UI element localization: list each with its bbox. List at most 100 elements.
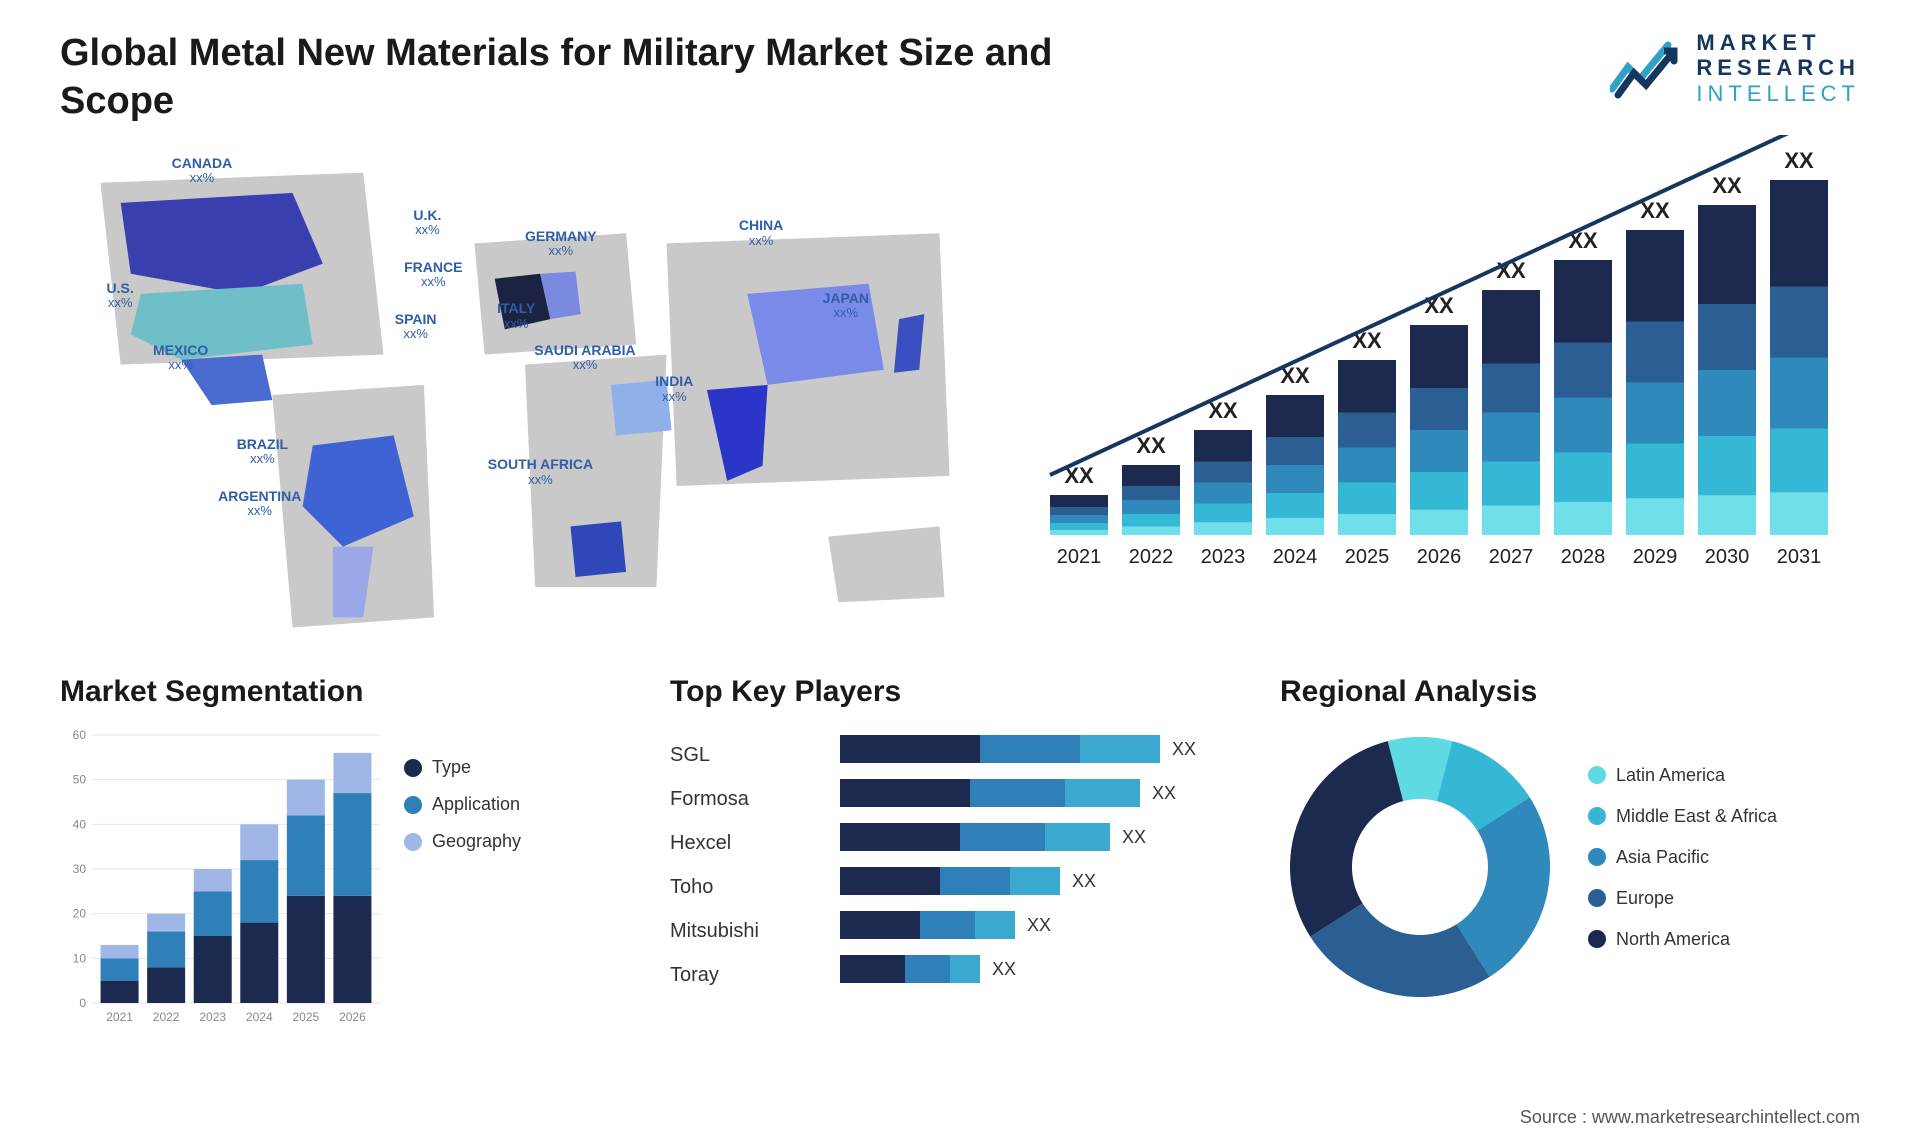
- main-bar-segment: [1770, 429, 1828, 493]
- main-bar-value: XX: [1136, 433, 1166, 458]
- map-label: ARGENTINAxx%: [218, 489, 301, 519]
- main-bar-segment: [1122, 514, 1180, 527]
- main-bar-segment: [1410, 325, 1468, 388]
- legend-label: North America: [1616, 929, 1730, 950]
- logo-line3: INTELLECT: [1696, 81, 1860, 106]
- legend-item: North America: [1588, 929, 1777, 950]
- legend-label: Europe: [1616, 888, 1674, 909]
- key-player-bar-segment: [960, 823, 1045, 851]
- main-bar-segment: [1194, 522, 1252, 535]
- regional-legend: Latin AmericaMiddle East & AfricaAsia Pa…: [1588, 765, 1777, 970]
- main-bar-segment: [1338, 360, 1396, 413]
- map-label: FRANCExx%: [404, 260, 462, 290]
- svg-text:60: 60: [73, 728, 87, 742]
- key-player-bar-segment: [1045, 823, 1110, 851]
- seg-bar-segment: [333, 896, 371, 1003]
- seg-year-label: 2026: [339, 1010, 366, 1024]
- map-label: MEXICOxx%: [153, 343, 208, 373]
- main-bar-segment: [1554, 343, 1612, 398]
- key-player-value: XX: [1027, 915, 1051, 936]
- segmentation-chart: 0102030405060202120222023202420252026: [60, 727, 380, 1027]
- main-bar-segment: [1482, 506, 1540, 535]
- main-bar-segment: [1122, 500, 1180, 514]
- main-bar-segment: [1266, 395, 1324, 437]
- key-player-bar: [840, 911, 1015, 939]
- key-player-bar-segment: [840, 823, 960, 851]
- seg-bar-segment: [194, 936, 232, 1003]
- key-player-row: XX: [840, 727, 1250, 771]
- main-bar-segment: [1554, 453, 1612, 503]
- seg-bar-segment: [287, 780, 325, 816]
- seg-bar-segment: [240, 923, 278, 1003]
- svg-text:50: 50: [73, 773, 87, 787]
- key-player-bar: [840, 867, 1060, 895]
- seg-bar-segment: [147, 932, 185, 968]
- main-bar-year: 2025: [1345, 546, 1390, 568]
- main-bar-segment: [1050, 523, 1108, 530]
- key-player-bar-segment: [970, 779, 1065, 807]
- legend-label: Type: [432, 757, 471, 778]
- segmentation-title: Market Segmentation: [60, 675, 640, 709]
- legend-label: Application: [432, 794, 520, 815]
- main-bar-year: 2023: [1201, 546, 1246, 568]
- key-players-panel: Top Key Players SGLFormosaHexcelTohoMits…: [670, 675, 1250, 1027]
- main-bar-segment: [1410, 388, 1468, 430]
- main-bar-segment: [1626, 498, 1684, 535]
- legend-dot: [1588, 930, 1606, 948]
- seg-year-label: 2025: [293, 1010, 320, 1024]
- logo-icon: [1610, 37, 1682, 99]
- seg-bar-segment: [194, 891, 232, 936]
- seg-bar-segment: [147, 914, 185, 932]
- seg-year-label: 2021: [106, 1010, 133, 1024]
- seg-bar-segment: [333, 793, 371, 896]
- key-player-bar-segment: [840, 867, 940, 895]
- key-player-bar-segment: [950, 955, 980, 983]
- key-player-bar-segment: [1065, 779, 1140, 807]
- main-bar-year: 2024: [1273, 546, 1318, 568]
- main-bar-segment: [1482, 290, 1540, 364]
- map-label: GERMANYxx%: [525, 229, 597, 259]
- key-player-bar: [840, 779, 1140, 807]
- main-bar-year: 2029: [1633, 546, 1678, 568]
- legend-item: Application: [404, 794, 521, 815]
- main-bar-segment: [1554, 398, 1612, 453]
- key-player-bar-segment: [840, 779, 970, 807]
- key-player-row: XX: [840, 815, 1250, 859]
- seg-bar-segment: [240, 860, 278, 923]
- legend-dot: [1588, 889, 1606, 907]
- main-bar-segment: [1194, 504, 1252, 523]
- legend-dot: [404, 833, 422, 851]
- main-bar-segment: [1266, 493, 1324, 518]
- main-bar-segment: [1194, 430, 1252, 462]
- key-player-bar-segment: [840, 911, 920, 939]
- key-player-bar-segment: [840, 735, 980, 763]
- main-bar-segment: [1770, 287, 1828, 358]
- key-player-row: XX: [840, 771, 1250, 815]
- main-bar-year: 2026: [1417, 546, 1462, 568]
- main-bar-segment: [1482, 462, 1540, 506]
- key-player-value: XX: [1172, 739, 1196, 760]
- legend-item: Type: [404, 757, 521, 778]
- main-bar-segment: [1410, 510, 1468, 535]
- main-bar-value: XX: [1712, 173, 1742, 198]
- legend-dot: [1588, 848, 1606, 866]
- map-label: JAPANxx%: [823, 291, 869, 321]
- seg-bar-segment: [240, 824, 278, 860]
- main-bar-year: 2028: [1561, 546, 1606, 568]
- main-bar-segment: [1050, 515, 1108, 523]
- main-bar-segment: [1626, 322, 1684, 383]
- svg-text:30: 30: [73, 862, 87, 876]
- main-bar-segment: [1194, 483, 1252, 504]
- key-player-bar-segment: [1010, 867, 1060, 895]
- key-player-bar-segment: [920, 911, 975, 939]
- main-bar-segment: [1698, 205, 1756, 304]
- legend-item: Europe: [1588, 888, 1777, 909]
- main-bar-segment: [1122, 527, 1180, 535]
- key-player-bar-segment: [975, 911, 1015, 939]
- seg-bar-segment: [287, 815, 325, 895]
- main-bar-segment: [1122, 465, 1180, 486]
- key-player-bar-segment: [1080, 735, 1160, 763]
- regional-donut: [1280, 727, 1560, 1007]
- segmentation-panel: Market Segmentation 01020304050602021202…: [60, 675, 640, 1027]
- key-player-bar-segment: [840, 955, 905, 983]
